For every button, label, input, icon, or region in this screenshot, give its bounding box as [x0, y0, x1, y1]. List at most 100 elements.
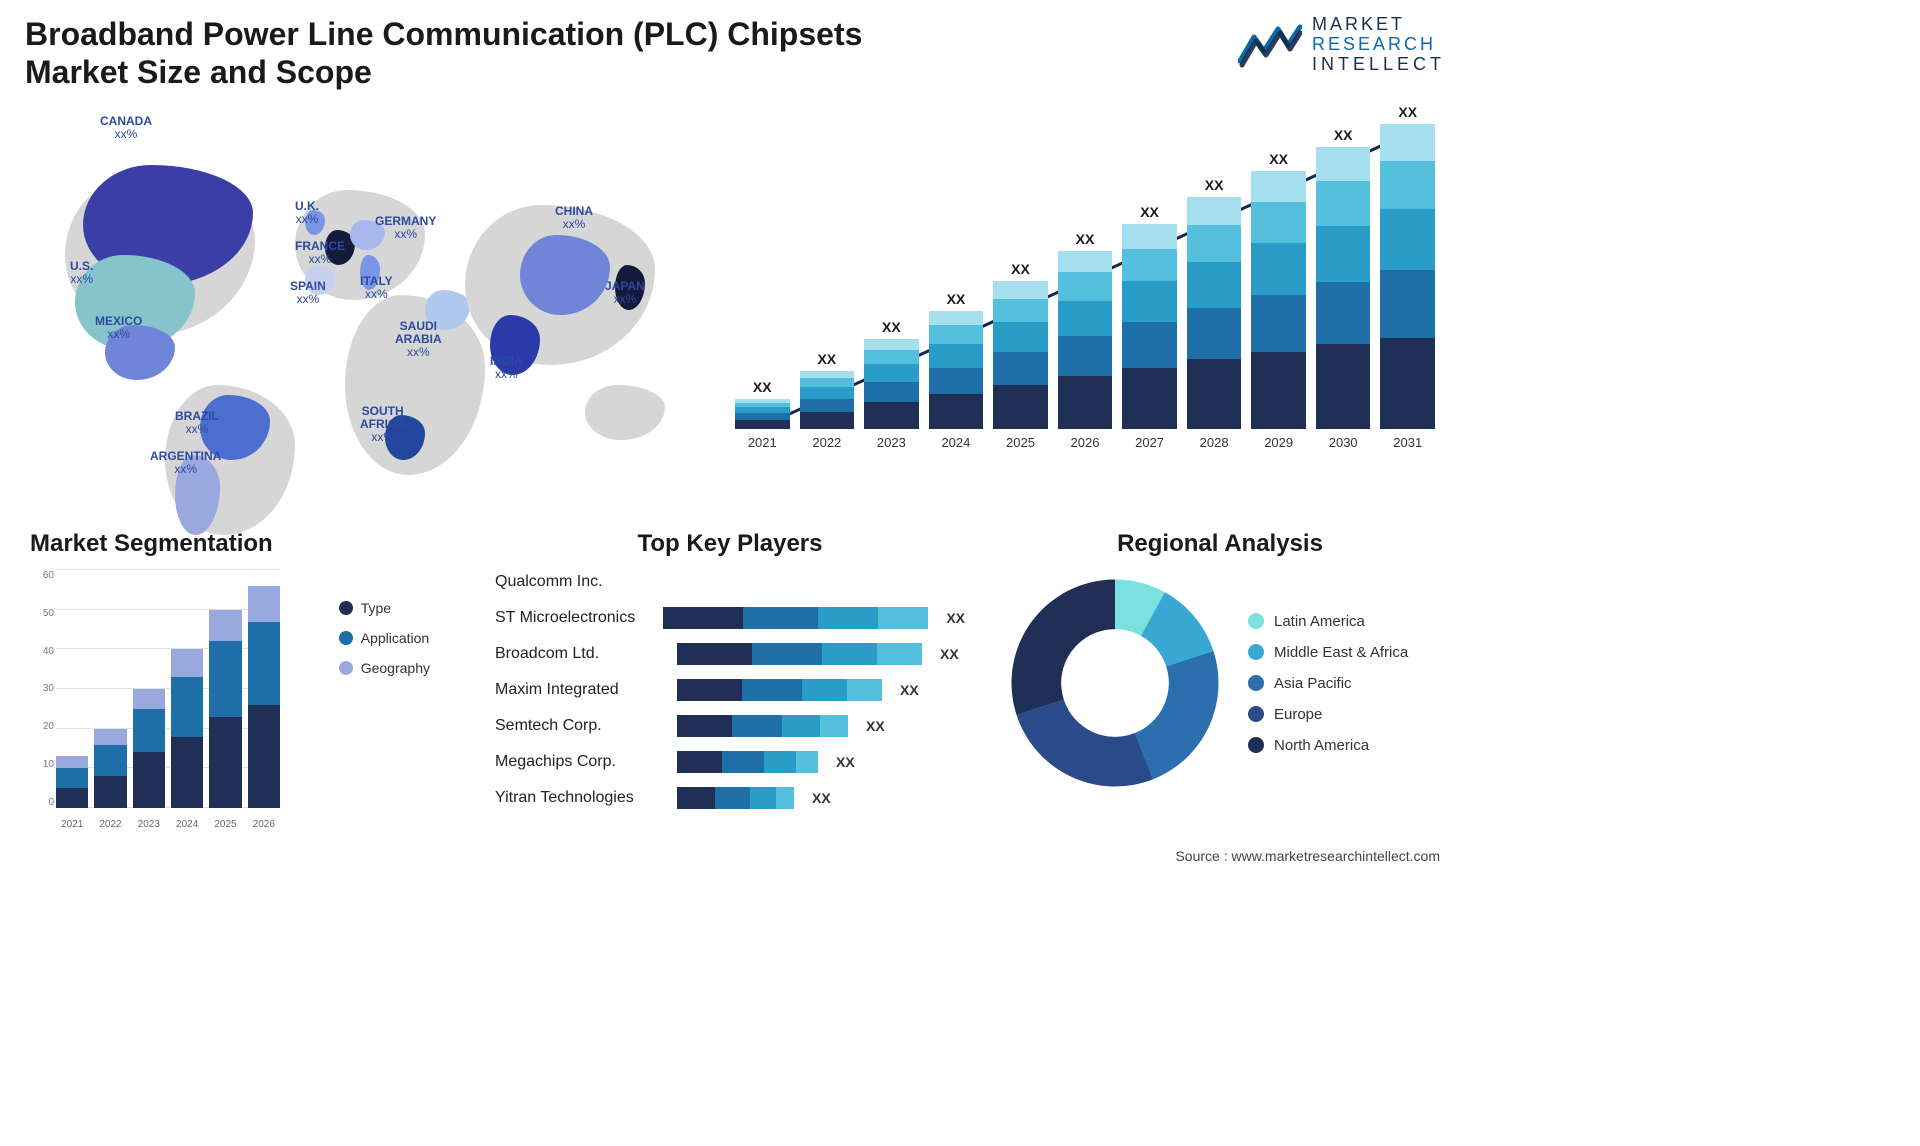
growth-bar: XX 2027: [1122, 204, 1177, 450]
growth-bar: XX 2031: [1380, 104, 1435, 450]
seg-bar: [94, 729, 126, 808]
player-bar: [677, 787, 794, 809]
players-section: Top Key Players Qualcomm Inc. ST Microele…: [495, 530, 965, 812]
player-name: Qualcomm Inc.: [495, 573, 667, 591]
region-legend-item: Asia Pacific: [1248, 675, 1408, 692]
segmentation-section: Market Segmentation 0102030405060 202120…: [30, 530, 450, 830]
growth-bar-value: XX: [1269, 151, 1288, 167]
growth-bar-value: XX: [1140, 204, 1159, 220]
seg-legend-item: Type: [339, 600, 430, 616]
seg-legend-item: Geography: [339, 660, 430, 676]
growth-year-label: 2027: [1135, 435, 1164, 450]
growth-bar: XX2021: [735, 379, 790, 450]
growth-year-label: 2025: [1006, 435, 1035, 450]
growth-bar: XX 2022: [800, 351, 855, 450]
growth-year-label: 2022: [812, 435, 841, 450]
page-title: Broadband Power Line Communication (PLC)…: [25, 15, 945, 92]
donut-slice: [1017, 700, 1154, 787]
growth-year-label: 2029: [1264, 435, 1293, 450]
growth-bar-value: XX: [947, 291, 966, 307]
player-row: Megachips Corp. XX: [495, 748, 965, 776]
regional-legend: Latin America Middle East & Africa Asia Pa…: [1248, 613, 1408, 754]
player-row: Qualcomm Inc.: [495, 568, 965, 596]
player-name: Maxim Integrated: [495, 681, 667, 699]
donut-slice: [1012, 580, 1116, 715]
player-row: Maxim Integrated XX: [495, 676, 965, 704]
brand-logo: MARKET RESEARCH INTELLECT: [1238, 15, 1445, 74]
player-value: XX: [900, 682, 919, 698]
player-value: XX: [836, 754, 855, 770]
player-row: Yitran Technologies XX: [495, 784, 965, 812]
map-label: U.K.xx%: [295, 200, 319, 226]
region-legend-item: Middle East & Africa: [1248, 644, 1408, 661]
growth-bar: XX2023: [864, 319, 919, 450]
donut-slice: [1135, 651, 1219, 779]
map-label: JAPANxx%: [605, 280, 645, 306]
player-row: Broadcom Ltd. XX: [495, 640, 965, 668]
player-bar: [677, 751, 818, 773]
player-row: ST MicroelectronicsXX: [495, 604, 965, 632]
logo-mark-icon: [1238, 21, 1302, 69]
map-label: U.S.xx%: [70, 260, 93, 286]
growth-year-label: 2026: [1071, 435, 1100, 450]
growth-bar: XX 2026: [1058, 231, 1113, 450]
map-label: SPAINxx%: [290, 280, 326, 306]
player-name: Megachips Corp.: [495, 753, 667, 771]
growth-bar: XX 2025: [993, 261, 1048, 450]
player-value: XX: [812, 790, 831, 806]
seg-legend-item: Application: [339, 630, 430, 646]
seg-bar: [248, 586, 280, 808]
region-legend-item: North America: [1248, 737, 1408, 754]
map-label: ITALYxx%: [360, 275, 393, 301]
map-label: SAUDIARABIAxx%: [395, 320, 442, 360]
player-value: XX: [866, 718, 885, 734]
seg-bar: [133, 689, 165, 808]
player-value: XX: [940, 646, 959, 662]
map-label: GERMANYxx%: [375, 215, 436, 241]
segmentation-title: Market Segmentation: [30, 530, 450, 558]
player-bar: [677, 715, 848, 737]
growth-bar-value: XX: [1076, 231, 1095, 247]
player-bar: [677, 679, 882, 701]
player-row: Semtech Corp. XX: [495, 712, 965, 740]
source-label: Source : www.marketresearchintellect.com: [1175, 848, 1440, 864]
world-map: CANADAxx%U.S.xx%MEXICOxx%BRAZILxx%ARGENT…: [25, 105, 675, 505]
players-list: Qualcomm Inc. ST MicroelectronicsXX Broadc…: [495, 568, 965, 812]
logo-text: MARKET RESEARCH INTELLECT: [1312, 15, 1445, 74]
map-label: CANADAxx%: [100, 115, 152, 141]
growth-year-label: 2028: [1200, 435, 1229, 450]
growth-bar-value: XX: [817, 351, 836, 367]
growth-bar-value: XX: [1398, 104, 1417, 120]
players-title: Top Key Players: [495, 530, 965, 558]
map-label: FRANCExx%: [295, 240, 345, 266]
region-legend-item: Latin America: [1248, 613, 1408, 630]
player-name: Broadcom Ltd.: [495, 645, 667, 663]
header: Broadband Power Line Communication (PLC)…: [25, 15, 1445, 92]
player-name: Yitran Technologies: [495, 789, 667, 807]
regional-donut-chart: [1000, 568, 1230, 798]
map-label: CHINAxx%: [555, 205, 593, 231]
player-bar: [677, 643, 922, 665]
player-name: Semtech Corp.: [495, 717, 667, 735]
growth-bar-value: XX: [1205, 177, 1224, 193]
growth-year-label: 2030: [1329, 435, 1358, 450]
growth-bar-value: XX: [1334, 127, 1353, 143]
regional-title: Regional Analysis: [1000, 530, 1440, 558]
regional-section: Regional Analysis Latin America Middle Ea…: [1000, 530, 1440, 798]
segmentation-chart: 0102030405060 202120222023202420252026 T…: [30, 570, 450, 830]
growth-bar-value: XX: [1011, 261, 1030, 277]
seg-bar: [209, 610, 241, 808]
growth-bar: XX 2029: [1251, 151, 1306, 450]
segmentation-legend: Type Application Geography: [339, 600, 430, 676]
growth-bar-value: XX: [882, 319, 901, 335]
player-value: XX: [946, 610, 965, 626]
growth-bar: XX 2030: [1316, 127, 1371, 450]
player-bar: [663, 607, 928, 629]
growth-year-label: 2021: [748, 435, 777, 450]
map-label: ARGENTINAxx%: [150, 450, 221, 476]
seg-bar: [171, 649, 203, 808]
map-label: SOUTHAFRICAxx%: [360, 405, 405, 445]
map-label: INDIAxx%: [490, 355, 523, 381]
region-legend-item: Europe: [1248, 706, 1408, 723]
growth-year-label: 2031: [1393, 435, 1422, 450]
